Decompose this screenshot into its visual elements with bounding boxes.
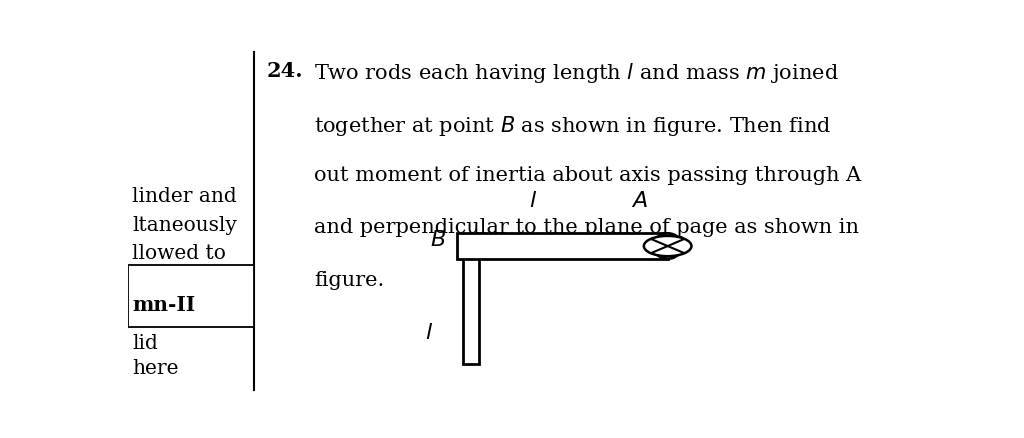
Text: $B$: $B$ (429, 229, 445, 251)
Text: together at point $B$ as shown in figure. Then find: together at point $B$ as shown in figure… (314, 113, 831, 137)
Text: Two rods each having length $l$ and mass $m$ joined: Two rods each having length $l$ and mass… (314, 61, 840, 85)
Text: llowed to: llowed to (132, 244, 226, 263)
Text: $A$: $A$ (632, 189, 648, 211)
Bar (128, 265, 254, 328)
Bar (463, 247, 479, 364)
Text: 24.: 24. (267, 61, 303, 81)
Circle shape (644, 237, 691, 257)
Text: mn-II: mn-II (132, 294, 196, 314)
Text: lid: lid (132, 333, 158, 352)
Text: out moment of inertia about axis passing through A: out moment of inertia about axis passing… (314, 166, 862, 184)
Ellipse shape (653, 234, 682, 259)
Text: and perpendicular to the plane of page as shown in: and perpendicular to the plane of page a… (314, 218, 859, 237)
Text: ltaneously: ltaneously (132, 215, 237, 234)
Text: $l$: $l$ (528, 189, 537, 211)
Text: figure.: figure. (314, 270, 385, 289)
Bar (458, 234, 668, 259)
Text: $l$: $l$ (425, 321, 433, 343)
Text: here: here (132, 358, 178, 378)
Text: linder and: linder and (132, 187, 237, 205)
